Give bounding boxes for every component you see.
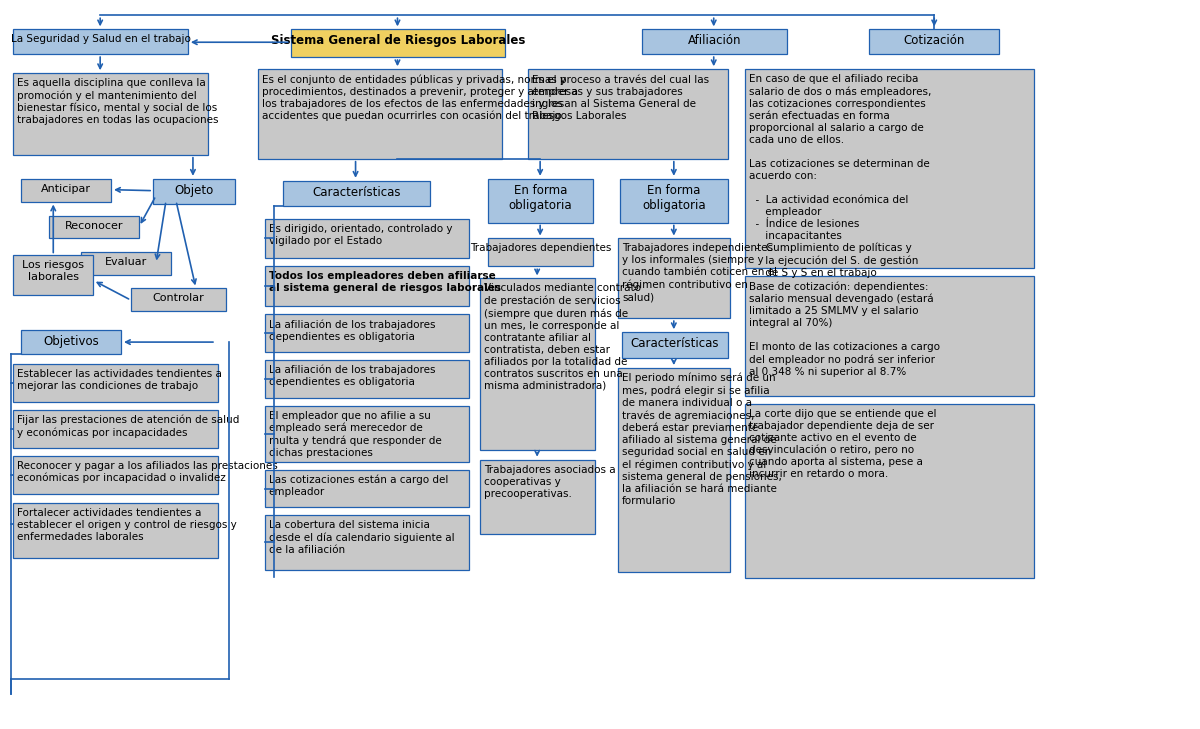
FancyBboxPatch shape <box>13 255 94 295</box>
FancyBboxPatch shape <box>290 29 505 57</box>
FancyBboxPatch shape <box>265 314 469 352</box>
Text: Afiliación: Afiliación <box>688 34 740 47</box>
Text: Establecer las actividades tendientes a
mejorar las condiciones de trabajo: Establecer las actividades tendientes a … <box>17 369 222 391</box>
FancyBboxPatch shape <box>283 181 431 206</box>
Text: En forma
obligatoria: En forma obligatoria <box>509 184 572 212</box>
Text: La corte dijo que se entiende que el
trabajador dependiente deja de ser
cotizant: La corte dijo que se entiende que el tra… <box>749 409 936 480</box>
Text: Vinculados mediante contrato
de prestación de servicios
(siempre que duren más d: Vinculados mediante contrato de prestaci… <box>485 284 641 391</box>
FancyBboxPatch shape <box>642 29 786 54</box>
Text: Las cotizaciones están a cargo del
empleador: Las cotizaciones están a cargo del emple… <box>269 475 448 497</box>
Text: En forma
obligatoria: En forma obligatoria <box>642 184 706 212</box>
Text: Es aquella disciplina que conlleva la
promoción y el mantenimiento del
bienestar: Es aquella disciplina que conlleva la pr… <box>17 78 218 125</box>
FancyBboxPatch shape <box>13 73 208 155</box>
Text: El periodo mínimo será de un
mes, podrá elegir si se afilia
de manera individual: El periodo mínimo será de un mes, podrá … <box>622 373 782 506</box>
FancyBboxPatch shape <box>131 288 226 311</box>
Text: Trabajadores asociados a
cooperativas y
precooperativas.: Trabajadores asociados a cooperativas y … <box>485 464 616 499</box>
FancyBboxPatch shape <box>258 69 503 159</box>
Text: Características: Características <box>630 337 719 350</box>
Text: Objetivos: Objetivos <box>43 335 100 348</box>
Text: Reconocer y pagar a los afiliados las prestaciones
económicas por incapacidad o : Reconocer y pagar a los afiliados las pr… <box>17 461 278 483</box>
FancyBboxPatch shape <box>618 368 730 572</box>
FancyBboxPatch shape <box>745 69 1034 268</box>
FancyBboxPatch shape <box>13 29 188 54</box>
FancyBboxPatch shape <box>49 216 139 238</box>
Text: Es el proceso a través del cual las
empresas y sus trabajadores
ingresan al Sist: Es el proceso a través del cual las empr… <box>532 74 709 120</box>
Text: Evaluar: Evaluar <box>104 257 148 268</box>
FancyBboxPatch shape <box>13 456 218 494</box>
FancyBboxPatch shape <box>488 238 593 266</box>
FancyBboxPatch shape <box>480 278 595 450</box>
Text: El empleador que no afilie a su
empleado será merecedor de
multa y tendrá que re: El empleador que no afilie a su empleado… <box>269 411 442 458</box>
FancyBboxPatch shape <box>488 179 593 222</box>
FancyBboxPatch shape <box>265 266 469 306</box>
FancyBboxPatch shape <box>622 332 727 358</box>
FancyBboxPatch shape <box>22 179 112 202</box>
Text: Características: Características <box>312 186 401 199</box>
FancyBboxPatch shape <box>154 179 235 203</box>
Text: Cotización: Cotización <box>904 34 965 47</box>
FancyBboxPatch shape <box>265 515 469 570</box>
FancyBboxPatch shape <box>265 406 469 461</box>
FancyBboxPatch shape <box>265 219 469 258</box>
Text: Trabajadores independientes
y los informales (siempre y
cuando también coticen e: Trabajadores independientes y los inform… <box>622 243 776 302</box>
FancyBboxPatch shape <box>265 469 469 507</box>
Text: Es dirigido, orientado, controlado y
vigilado por el Estado: Es dirigido, orientado, controlado y vig… <box>269 224 452 246</box>
FancyBboxPatch shape <box>745 404 1034 578</box>
Text: Reconocer: Reconocer <box>65 221 124 230</box>
FancyBboxPatch shape <box>13 364 218 402</box>
Text: Fijar las prestaciones de atención de salud
y económicas por incapacidades: Fijar las prestaciones de atención de sa… <box>17 415 240 438</box>
FancyBboxPatch shape <box>13 410 218 448</box>
FancyBboxPatch shape <box>13 504 218 558</box>
Text: Objeto: Objeto <box>174 184 214 197</box>
Text: La Seguridad y Salud en el trabajo: La Seguridad y Salud en el trabajo <box>11 34 191 44</box>
Text: Fortalecer actividades tendientes a
establecer el origen y control de riesgos y
: Fortalecer actividades tendientes a esta… <box>17 508 238 542</box>
FancyBboxPatch shape <box>480 460 595 534</box>
Text: En caso de que el afiliado reciba
salario de dos o más empleadores,
las cotizaci: En caso de que el afiliado reciba salari… <box>749 74 931 278</box>
Text: Sistema General de Riesgos Laborales: Sistema General de Riesgos Laborales <box>271 34 526 47</box>
Text: Los riesgos
laborales: Los riesgos laborales <box>23 260 84 282</box>
FancyBboxPatch shape <box>22 330 121 354</box>
Text: Trabajadores dependientes: Trabajadores dependientes <box>470 243 611 254</box>
FancyBboxPatch shape <box>745 276 1034 396</box>
Text: La afiliación de los trabajadores
dependientes es obligatoria: La afiliación de los trabajadores depend… <box>269 319 436 342</box>
FancyBboxPatch shape <box>620 179 727 222</box>
Text: Todos los empleadores deben afiliarse
al sistema general de riesgos laborales: Todos los empleadores deben afiliarse al… <box>269 271 500 293</box>
FancyBboxPatch shape <box>265 360 469 398</box>
FancyBboxPatch shape <box>528 69 727 159</box>
Text: Es el conjunto de entidades públicas y privadas, normas y
procedimientos, destin: Es el conjunto de entidades públicas y p… <box>262 74 577 121</box>
Text: Anticipar: Anticipar <box>41 184 91 194</box>
Text: La afiliación de los trabajadores
dependientes es obligatoria: La afiliación de los trabajadores depend… <box>269 365 436 388</box>
FancyBboxPatch shape <box>82 252 170 276</box>
Text: La cobertura del sistema inicia
desde el día calendario siguiente al
de la afili: La cobertura del sistema inicia desde el… <box>269 521 455 555</box>
Text: Base de cotización: dependientes:
salario mensual devengado (estará
limitado a 2: Base de cotización: dependientes: salari… <box>749 281 940 377</box>
FancyBboxPatch shape <box>618 238 730 318</box>
Text: Controlar: Controlar <box>152 293 204 303</box>
FancyBboxPatch shape <box>869 29 1000 54</box>
